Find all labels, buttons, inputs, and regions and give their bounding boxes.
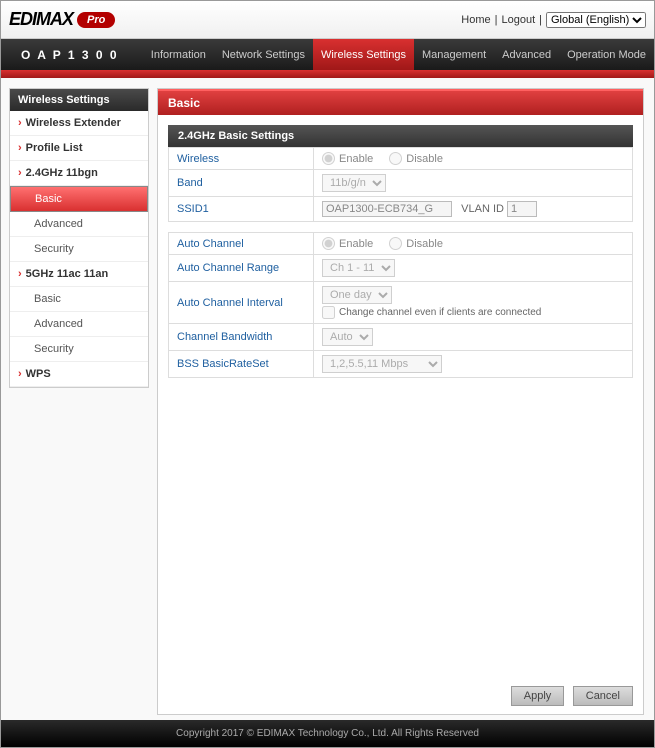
apply-button[interactable]: Apply bbox=[511, 686, 565, 706]
sidebar-24ghz-advanced[interactable]: Advanced bbox=[10, 212, 148, 237]
sidebar-wireless-extender[interactable]: Wireless Extender bbox=[10, 111, 148, 136]
model-label: O A P 1 3 0 0 bbox=[1, 48, 139, 62]
wireless-disable-radio[interactable] bbox=[389, 152, 402, 165]
wireless-enable-radio[interactable] bbox=[322, 152, 335, 165]
logo-text: EDIMAX bbox=[9, 9, 73, 30]
red-accent-bar bbox=[1, 70, 654, 78]
vlanid-input[interactable] bbox=[507, 201, 537, 217]
sidebar-24ghz-basic[interactable]: Basic bbox=[10, 186, 148, 212]
sidebar-5ghz[interactable]: 5GHz 11ac 11an bbox=[10, 262, 148, 287]
autoch-label: Auto Channel bbox=[169, 233, 314, 255]
logo-pro-badge: Pro bbox=[77, 12, 115, 28]
autoch-range-label: Auto Channel Range bbox=[169, 255, 314, 282]
autoch-enable-radio[interactable] bbox=[322, 237, 335, 250]
ssid1-input[interactable] bbox=[322, 201, 452, 217]
ssid1-label: SSID1 bbox=[169, 197, 314, 222]
nav-network-settings[interactable]: Network Settings bbox=[214, 39, 313, 70]
top-bar: EDIMAX Pro Home | Logout | Global (Engli… bbox=[1, 1, 654, 39]
sidebar-5ghz-basic[interactable]: Basic bbox=[10, 287, 148, 312]
settings-table-1: Wireless Enable Disable Band 11b bbox=[168, 147, 633, 222]
change-clients-label: Change channel even if clients are conne… bbox=[339, 307, 541, 318]
autoch-interval-label: Auto Channel Interval bbox=[169, 282, 314, 324]
band-select[interactable]: 11b/g/n bbox=[322, 174, 386, 192]
enable-label: Enable bbox=[339, 153, 373, 165]
autoch-interval-select[interactable]: One day bbox=[322, 286, 392, 304]
disable-label: Disable bbox=[406, 153, 443, 165]
autoch-disable-radio[interactable] bbox=[389, 237, 402, 250]
sidebar-5ghz-security[interactable]: Security bbox=[10, 337, 148, 362]
nav-management[interactable]: Management bbox=[414, 39, 494, 70]
main-title: Basic bbox=[158, 89, 643, 115]
vlanid-label: VLAN ID bbox=[461, 203, 504, 215]
home-link[interactable]: Home bbox=[461, 14, 490, 26]
bandwidth-select[interactable]: Auto bbox=[322, 328, 373, 346]
change-clients-checkbox[interactable] bbox=[322, 306, 335, 319]
sidebar-profile-list[interactable]: Profile List bbox=[10, 136, 148, 161]
nav-bar: O A P 1 3 0 0 Information Network Settin… bbox=[1, 39, 654, 70]
sidebar-24ghz-security[interactable]: Security bbox=[10, 237, 148, 262]
nav-wireless-settings[interactable]: Wireless Settings bbox=[313, 39, 414, 70]
nav-advanced[interactable]: Advanced bbox=[494, 39, 559, 70]
language-select[interactable]: Global (English) bbox=[546, 12, 646, 28]
bss-select[interactable]: 1,2,5.5,11 Mbps bbox=[322, 355, 442, 373]
wireless-label: Wireless bbox=[169, 148, 314, 170]
sidebar: Wireless Settings Wireless Extender Prof… bbox=[9, 88, 149, 388]
footer: Copyright 2017 © EDIMAX Technology Co., … bbox=[1, 720, 654, 747]
sidebar-24ghz[interactable]: 2.4GHz 11bgn bbox=[10, 161, 148, 186]
button-row: Apply Cancel bbox=[158, 678, 643, 714]
top-links: Home | Logout | Global (English) bbox=[461, 12, 646, 28]
nav-information[interactable]: Information bbox=[143, 39, 214, 70]
bss-label: BSS BasicRateSet bbox=[169, 351, 314, 378]
settings-table-2: Auto Channel Enable Disable Auto Channel… bbox=[168, 232, 633, 378]
nav-operation-mode[interactable]: Operation Mode bbox=[559, 39, 654, 70]
logout-link[interactable]: Logout bbox=[501, 14, 535, 26]
cancel-button[interactable]: Cancel bbox=[573, 686, 633, 706]
main-panel: Basic 2.4GHz Basic Settings Wireless Ena… bbox=[157, 88, 644, 715]
bandwidth-label: Channel Bandwidth bbox=[169, 324, 314, 351]
sidebar-wps[interactable]: WPS bbox=[10, 362, 148, 387]
sidebar-5ghz-advanced[interactable]: Advanced bbox=[10, 312, 148, 337]
logo: EDIMAX Pro bbox=[9, 9, 115, 30]
band-label: Band bbox=[169, 170, 314, 197]
sidebar-title: Wireless Settings bbox=[10, 89, 148, 111]
autoch-range-select[interactable]: Ch 1 - 11 bbox=[322, 259, 395, 277]
section-title: 2.4GHz Basic Settings bbox=[168, 125, 633, 147]
